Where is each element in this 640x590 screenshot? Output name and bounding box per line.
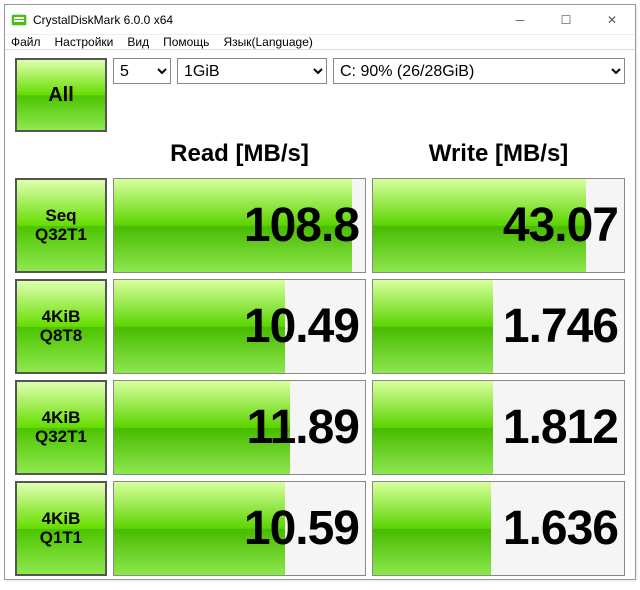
- test-button-0[interactable]: Seq Q32T1: [15, 178, 107, 273]
- all-button[interactable]: All: [15, 58, 107, 132]
- write-cell: 1.812: [372, 380, 625, 475]
- data-row: 4KiB Q8T8 10.49 1.746: [15, 279, 625, 374]
- fill-bar: [373, 482, 491, 575]
- menu-file[interactable]: Файл: [11, 35, 41, 49]
- menu-settings[interactable]: Настройки: [55, 35, 114, 49]
- controls-row: All 5 1GiB C: 90% (26/28GiB): [15, 58, 625, 132]
- fill-bar: [373, 280, 493, 373]
- header-row: Read [MB/s] Write [MB/s]: [15, 136, 625, 172]
- app-window: CrystalDiskMark 6.0.0 x64 ─ ☐ ✕ Файл Нас…: [4, 4, 636, 580]
- menu-help[interactable]: Помощь: [163, 35, 209, 49]
- test-button-3[interactable]: 4KiB Q1T1: [15, 481, 107, 576]
- window-title: CrystalDiskMark 6.0.0 x64: [33, 13, 497, 27]
- read-cell: 108.8: [113, 178, 366, 273]
- fill-bar: [373, 381, 493, 474]
- test-button-2[interactable]: 4KiB Q32T1: [15, 380, 107, 475]
- write-cell: 43.07: [372, 178, 625, 273]
- maximize-button[interactable]: ☐: [543, 5, 589, 35]
- read-value: 10.59: [244, 501, 359, 556]
- rows-container: Seq Q32T1108.843.074KiB Q8T810.491.7464K…: [15, 172, 625, 576]
- data-row: 4KiB Q1T1 10.59 1.636: [15, 481, 625, 576]
- menu-language[interactable]: Язык(Language): [223, 35, 312, 49]
- runs-select[interactable]: 5: [113, 58, 171, 84]
- data-row: Seq Q32T1 108.8 43.07: [15, 178, 625, 273]
- read-value: 11.89: [247, 400, 359, 455]
- header-spacer: [15, 136, 107, 172]
- titlebar: CrystalDiskMark 6.0.0 x64 ─ ☐ ✕: [5, 5, 635, 35]
- test-button-1[interactable]: 4KiB Q8T8: [15, 279, 107, 374]
- menubar: Файл Настройки Вид Помощь Язык(Language): [5, 35, 635, 50]
- read-cell: 11.89: [113, 380, 366, 475]
- write-value: 1.636: [503, 501, 618, 556]
- write-value: 43.07: [503, 198, 618, 253]
- write-value: 1.812: [503, 400, 618, 455]
- content-area: All 5 1GiB C: 90% (26/28GiB) Read [MB/s]…: [5, 50, 635, 586]
- read-cell: 10.49: [113, 279, 366, 374]
- write-cell: 1.746: [372, 279, 625, 374]
- close-button[interactable]: ✕: [589, 5, 635, 35]
- drive-select[interactable]: C: 90% (26/28GiB): [333, 58, 625, 84]
- write-header: Write [MB/s]: [372, 136, 625, 172]
- write-value: 1.746: [503, 299, 618, 354]
- read-cell: 10.59: [113, 481, 366, 576]
- size-select[interactable]: 1GiB: [177, 58, 327, 84]
- app-icon: [11, 12, 27, 28]
- write-cell: 1.636: [372, 481, 625, 576]
- menu-view[interactable]: Вид: [127, 35, 149, 49]
- read-value: 108.8: [244, 198, 359, 253]
- read-value: 10.49: [244, 299, 359, 354]
- read-header: Read [MB/s]: [113, 136, 366, 172]
- data-row: 4KiB Q32T1 11.89 1.812: [15, 380, 625, 475]
- minimize-button[interactable]: ─: [497, 5, 543, 35]
